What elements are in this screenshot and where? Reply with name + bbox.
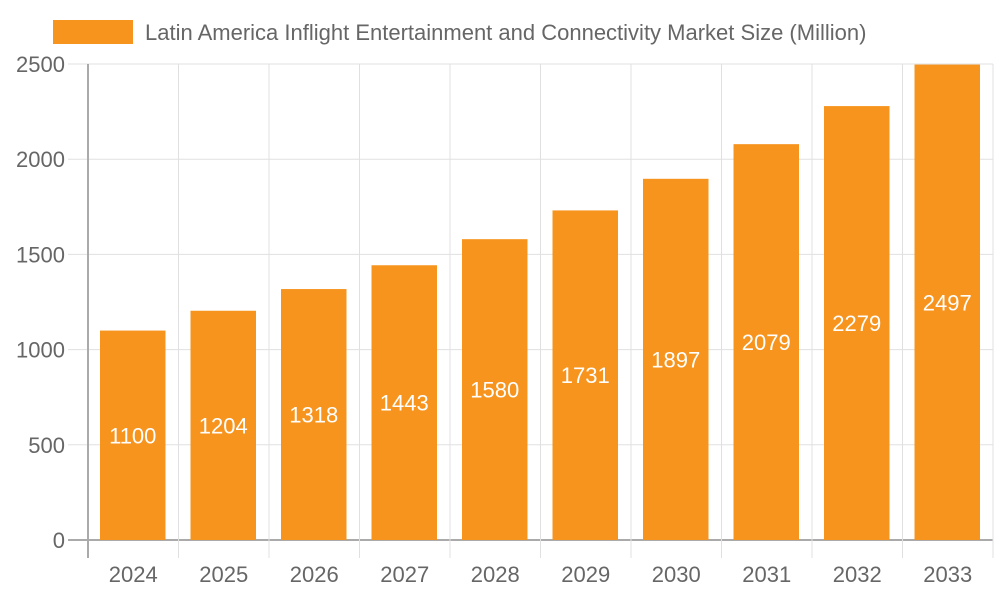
x-tick-label: 2025	[199, 562, 248, 587]
data-label: 1100	[109, 423, 156, 448]
x-tick-label: 2028	[471, 562, 520, 587]
legend-label: Latin America Inflight Entertainment and…	[145, 20, 866, 45]
data-label: 2497	[923, 290, 972, 315]
bar	[733, 144, 799, 541]
bar	[281, 289, 347, 540]
y-tick-label: 2500	[16, 52, 65, 77]
bar	[824, 106, 890, 540]
y-tick-label: 500	[28, 433, 65, 458]
x-tick-label: 2024	[109, 562, 158, 587]
y-tick-label: 1500	[16, 242, 65, 267]
legend-swatch	[53, 20, 133, 44]
bar	[552, 210, 618, 540]
data-label: 1318	[289, 403, 338, 428]
legend: Latin America Inflight Entertainment and…	[53, 20, 866, 45]
x-tick-label: 2031	[742, 562, 791, 587]
data-label: 1580	[470, 378, 519, 403]
x-tick-label: 2029	[561, 562, 610, 587]
y-tick-label: 2000	[16, 147, 65, 172]
y-tick-label: 1000	[16, 338, 65, 363]
bar	[190, 310, 256, 540]
data-label: 1897	[651, 347, 700, 372]
bar	[371, 265, 437, 540]
bar	[914, 64, 980, 540]
data-label: 2079	[742, 330, 791, 355]
y-tick-label: 0	[53, 528, 65, 553]
x-tick-label: 2033	[923, 562, 972, 587]
grid	[68, 63, 994, 558]
data-label: 1443	[380, 391, 429, 416]
data-label: 1731	[561, 363, 610, 388]
bar	[100, 330, 166, 540]
x-tick-label: 2027	[380, 562, 429, 587]
x-tick-label: 2026	[290, 562, 339, 587]
bar	[462, 239, 528, 540]
bars: 1100 1204 1318 1443 1580 1731 1897 2079 2279 2497	[100, 64, 980, 541]
axes: 0 500 1000 1500 2000 2500 2024 2025 2026 2027 2028…	[16, 52, 972, 587]
x-tick-label: 2030	[652, 562, 701, 587]
data-label: 1204	[199, 413, 248, 438]
x-tick-label: 2032	[833, 562, 882, 587]
data-label: 2279	[832, 311, 881, 336]
bar	[643, 178, 709, 540]
